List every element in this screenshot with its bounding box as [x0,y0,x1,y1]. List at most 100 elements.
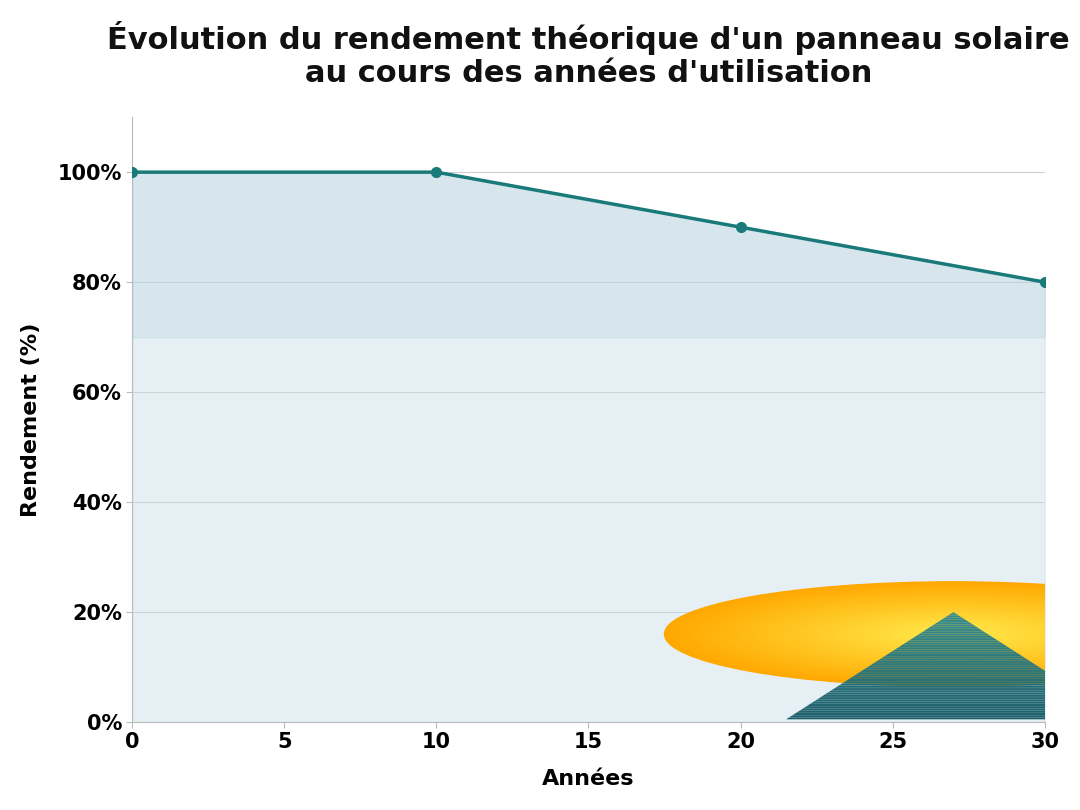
Polygon shape [809,703,1080,705]
Circle shape [752,598,1080,671]
Polygon shape [917,633,989,635]
Circle shape [812,608,1080,659]
Polygon shape [825,693,1080,694]
Polygon shape [822,694,1080,696]
Circle shape [795,605,1080,663]
Circle shape [718,591,1080,676]
Circle shape [928,629,978,638]
Circle shape [816,609,1080,659]
Circle shape [914,627,994,642]
Polygon shape [786,718,1080,719]
Circle shape [809,608,1080,660]
Circle shape [707,590,1080,679]
Circle shape [737,595,1080,673]
Circle shape [726,593,1080,676]
Circle shape [946,633,960,635]
Circle shape [924,629,983,639]
Polygon shape [845,680,1062,682]
Circle shape [741,595,1080,672]
Polygon shape [797,710,1080,712]
Circle shape [889,622,1018,646]
Circle shape [769,601,1080,667]
Polygon shape [850,676,1056,678]
Circle shape [766,600,1080,668]
Polygon shape [836,685,1070,687]
Polygon shape [842,682,1065,684]
Polygon shape [816,698,1080,700]
Circle shape [827,612,1080,657]
Circle shape [758,599,1080,669]
Circle shape [838,613,1069,655]
Circle shape [715,591,1080,677]
Circle shape [834,612,1072,655]
Polygon shape [940,620,968,621]
Polygon shape [920,632,987,633]
Polygon shape [934,623,973,625]
Polygon shape [853,675,1054,676]
Polygon shape [800,709,1080,710]
Title: Évolution du rendement théorique d'un panneau solaire
au cours des années d'util: Évolution du rendement théorique d'un pa… [107,21,1070,88]
Circle shape [693,587,1080,681]
Polygon shape [922,630,984,632]
Circle shape [935,631,972,637]
Circle shape [892,623,1015,646]
Circle shape [773,602,1080,667]
Polygon shape [792,714,1080,716]
Polygon shape [814,700,1080,701]
Circle shape [932,630,975,638]
Circle shape [906,625,1000,642]
Polygon shape [897,646,1009,648]
Circle shape [762,599,1080,669]
Circle shape [845,615,1062,654]
Polygon shape [912,637,996,639]
Circle shape [686,586,1080,682]
Circle shape [798,606,1080,662]
Polygon shape [855,673,1051,675]
Polygon shape [876,660,1031,662]
X-axis label: Années: Années [542,770,635,789]
Polygon shape [901,644,1007,646]
Polygon shape [892,650,1015,651]
Polygon shape [895,648,1012,650]
Circle shape [672,583,1080,685]
Polygon shape [848,678,1059,680]
Polygon shape [881,657,1026,659]
Circle shape [867,618,1040,650]
Polygon shape [873,662,1035,664]
Polygon shape [867,666,1040,667]
Polygon shape [903,642,1003,644]
Circle shape [679,585,1080,684]
Circle shape [856,616,1051,652]
Circle shape [885,622,1022,646]
Circle shape [852,616,1054,652]
Polygon shape [795,712,1080,714]
Circle shape [729,594,1080,675]
Polygon shape [945,616,962,617]
Circle shape [755,598,1080,670]
Polygon shape [909,639,998,641]
Circle shape [712,590,1080,678]
Circle shape [939,632,968,637]
Polygon shape [948,614,959,616]
Circle shape [943,632,964,636]
Circle shape [701,588,1080,680]
Circle shape [878,620,1029,648]
Circle shape [917,628,989,641]
Polygon shape [950,612,956,614]
Polygon shape [831,689,1076,691]
Circle shape [784,603,1080,665]
Polygon shape [828,691,1079,693]
Circle shape [841,614,1065,654]
Polygon shape [862,669,1045,671]
Polygon shape [859,671,1049,673]
Circle shape [733,595,1080,674]
Polygon shape [806,705,1080,707]
Circle shape [669,582,1080,686]
Circle shape [900,625,1008,644]
Polygon shape [811,701,1080,703]
Circle shape [910,626,997,642]
Circle shape [863,618,1043,650]
Polygon shape [839,684,1068,685]
Polygon shape [887,653,1021,655]
Circle shape [801,607,1080,662]
